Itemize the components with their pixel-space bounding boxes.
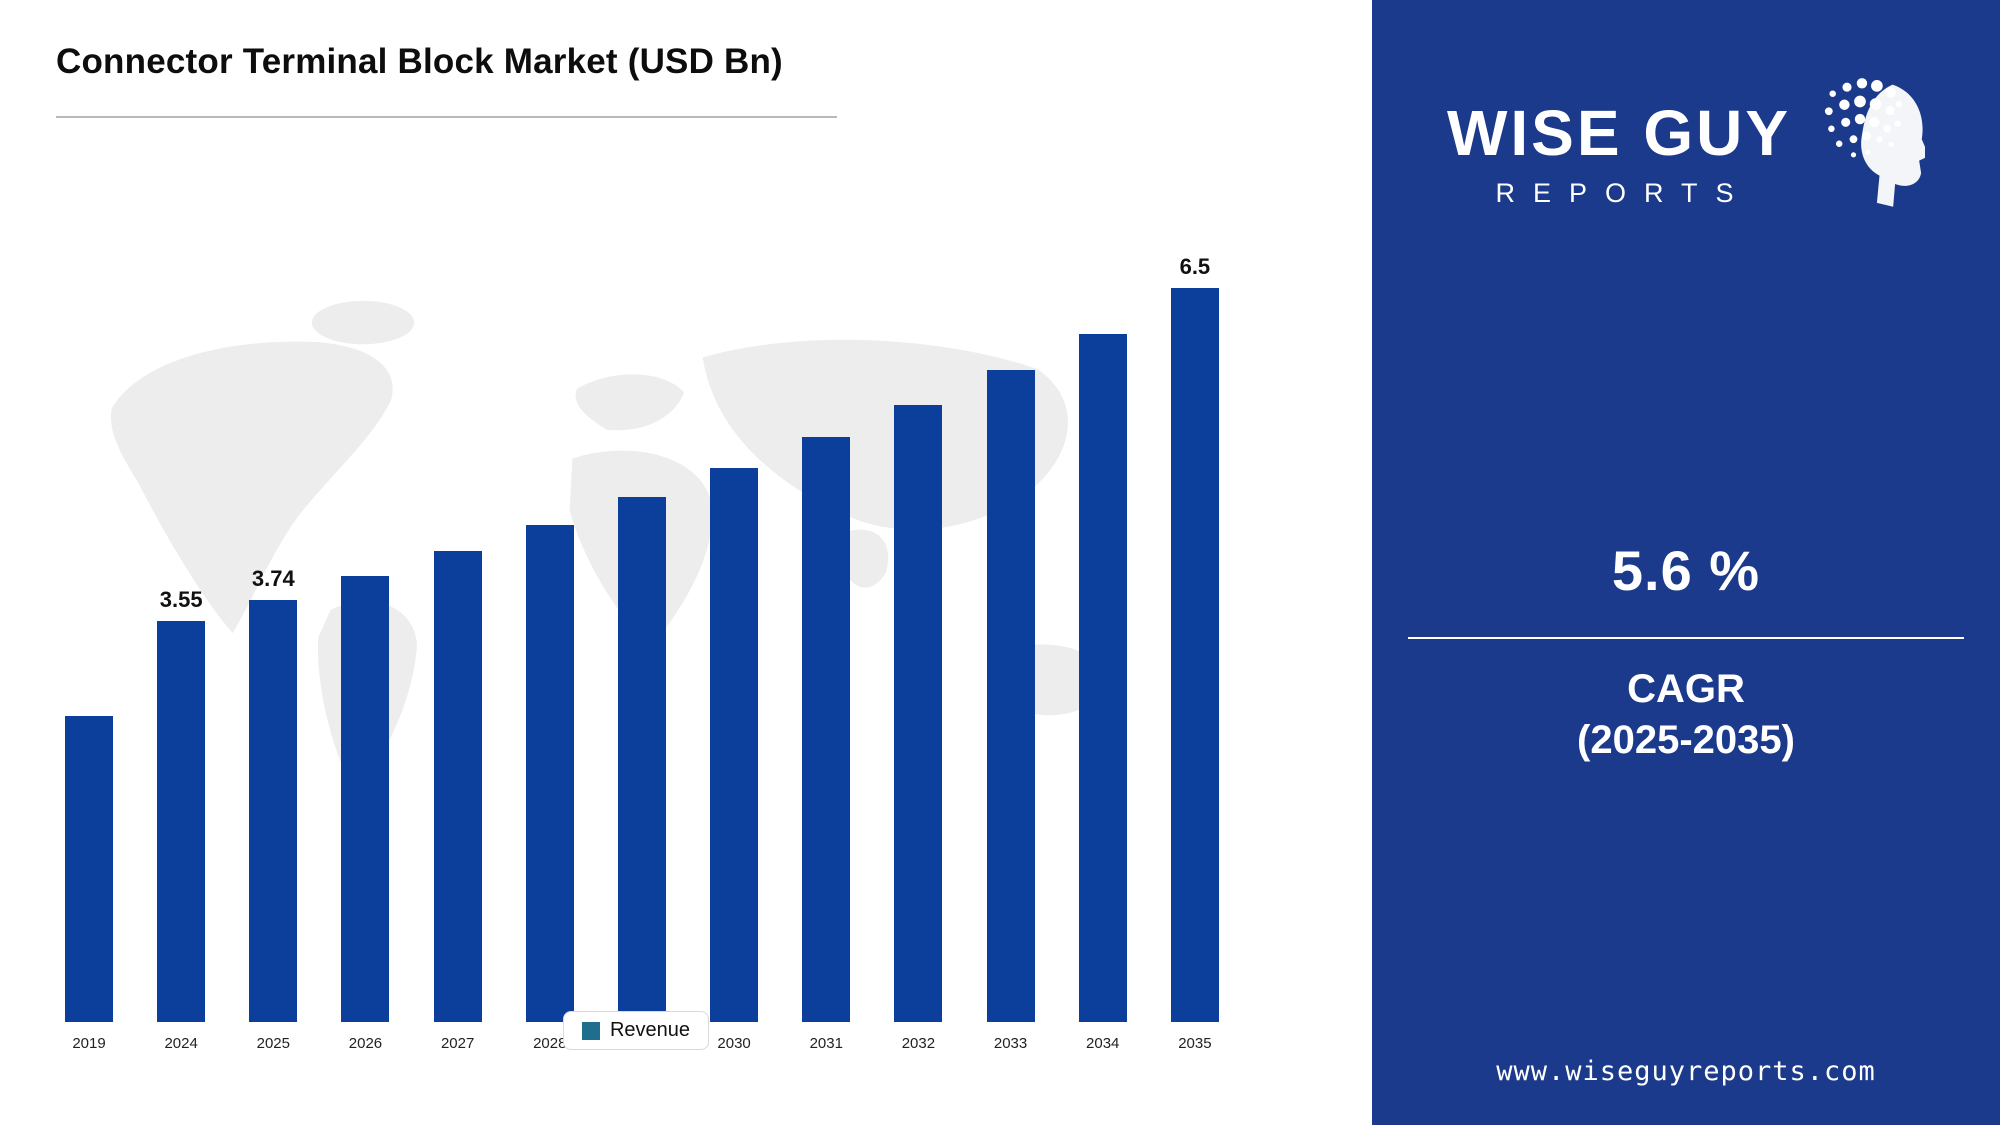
bar-2029: [617, 497, 666, 1022]
bar-2024: [157, 621, 206, 1022]
legend-row: Revenue: [56, 1011, 1216, 1050]
bar-column-2019: 2019: [64, 232, 114, 1052]
bar-value-label-2025: 3.74: [251, 565, 295, 591]
bar-2028: [525, 525, 574, 1022]
cagr-divider: [1408, 637, 1964, 639]
logo-reports: REPORTS: [1495, 178, 1752, 208]
bar-column-2029: 2029: [617, 232, 667, 1052]
x-axis-label-2024: 2024: [164, 1035, 198, 1052]
bar-column-2024: 3.55 2024: [156, 232, 206, 1052]
bar-column-2033: 2033: [986, 232, 1036, 1052]
x-axis-label-2019: 2019: [72, 1035, 106, 1052]
x-axis-label-2031: 2031: [809, 1035, 843, 1052]
x-axis-label-2025: 2025: [256, 1035, 290, 1052]
chart-legend: Revenue: [562, 1011, 710, 1050]
bar-2027: [433, 551, 482, 1022]
bars-container: 2019 3.55 2024 3.74 2025 2026 2027 2028 2029 2030…: [64, 232, 1220, 1052]
bar-chart: 2019 3.55 2024 3.74 2025 2026 2027 2028 2029 2030…: [56, 126, 1316, 1056]
title-divider: [56, 116, 838, 118]
right-panel: WISE GUY REPORTS: [1372, 0, 2000, 1125]
bar-2031: [802, 437, 851, 1022]
x-axis-label-2030: 2030: [717, 1035, 751, 1052]
bar-2025: [249, 599, 298, 1022]
wise-guy-reports-logo: WISE GUY REPORTS: [1372, 78, 2000, 222]
legend-label-revenue: Revenue: [609, 1019, 691, 1041]
chart-title: Connector Terminal Block Market (USD Bn): [56, 42, 783, 81]
x-axis-label-2032: 2032: [901, 1035, 936, 1052]
bar-column-2034: 2034: [1078, 232, 1128, 1052]
cagr-value: 5.6 %: [1611, 539, 1761, 602]
bar-value-label-2035: 6.5: [1179, 254, 1211, 280]
bar-column-2030: 2030: [709, 232, 759, 1052]
bar-2035: [1170, 288, 1219, 1022]
bar-2032: [894, 404, 943, 1022]
logo-wise-guy: WISE GUY: [1446, 97, 1792, 169]
bar-column-2032: 2032: [893, 232, 943, 1052]
x-axis-label-2026: 2026: [348, 1035, 383, 1052]
legend-swatch-revenue: [581, 1021, 600, 1040]
bar-column-2035: 6.5 2035: [1170, 232, 1220, 1052]
x-axis-label-2027: 2027: [440, 1035, 475, 1052]
x-axis-label-2028: 2028: [533, 1035, 567, 1052]
bar-value-label-2024: 3.55: [159, 587, 203, 613]
x-axis-label-2035: 2035: [1178, 1035, 1212, 1052]
bar-2026: [341, 576, 390, 1022]
cagr-label: CAGR: [1627, 667, 1745, 711]
bar-column-2025: 3.74 2025: [248, 232, 298, 1052]
bar-column-2028: 2028: [525, 232, 575, 1052]
cagr-block: 5.6 % CAGR (2025-2035): [1372, 538, 2000, 763]
x-axis-label-2034: 2034: [1086, 1035, 1120, 1052]
cagr-range: (2025-2035): [1577, 718, 1795, 762]
bar-column-2026: 2026: [340, 232, 390, 1052]
bar-2030: [710, 467, 759, 1022]
bar-column-2031: 2031: [801, 232, 851, 1052]
bar-2019: [65, 716, 113, 1022]
bar-2033: [986, 369, 1035, 1022]
bar-2034: [1078, 333, 1127, 1022]
x-axis-label-2033: 2033: [993, 1035, 1028, 1052]
chart-section: Connector Terminal Block Market (USD Bn)…: [56, 42, 1316, 1056]
website-link[interactable]: www.wiseguyreports.com: [1496, 1056, 1876, 1087]
dotted-head-icon: [1824, 78, 1926, 207]
logo-text: WISE GUY REPORTS: [1447, 96, 1791, 209]
bar-column-2027: 2027: [433, 232, 483, 1052]
